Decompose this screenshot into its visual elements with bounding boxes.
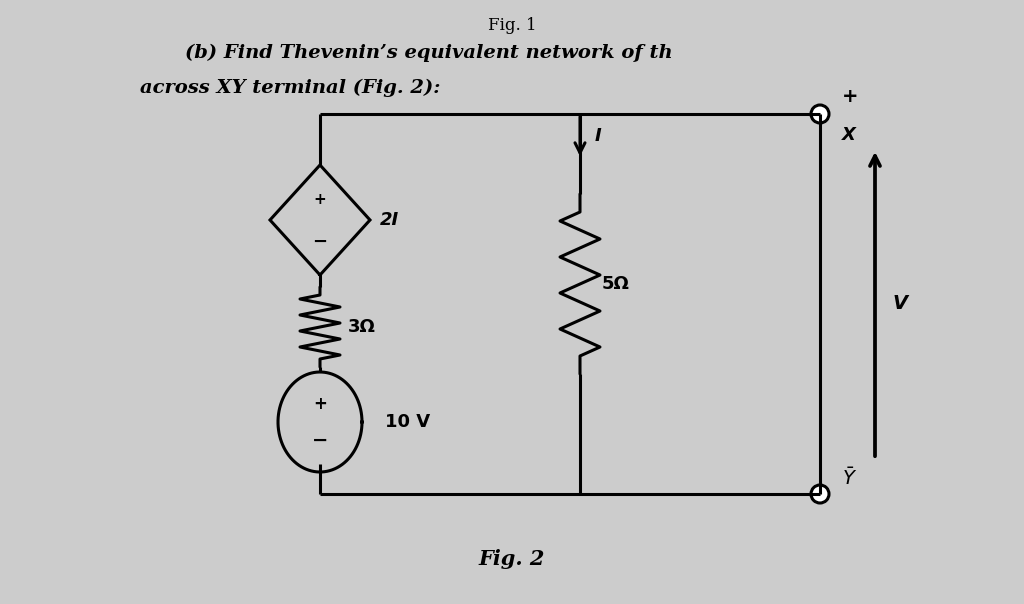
Text: $\bar{Y}$: $\bar{Y}$ [842,467,857,489]
Text: −: − [312,233,328,251]
Text: +: + [313,395,327,413]
Text: X: X [842,126,856,144]
Circle shape [811,485,829,503]
Text: 10 V: 10 V [385,413,430,431]
Text: +: + [842,87,858,106]
Text: 2I: 2I [380,211,399,229]
Text: 5Ω: 5Ω [602,275,630,293]
Text: Fig. 2: Fig. 2 [479,549,545,569]
Text: (b) Find Thevenin’s equivalent network of th: (b) Find Thevenin’s equivalent network o… [185,44,673,62]
Text: I: I [595,127,602,145]
Text: Fig. 1: Fig. 1 [487,18,537,34]
Text: −: − [312,431,328,449]
Circle shape [811,105,829,123]
Text: 3Ω: 3Ω [348,318,376,336]
Text: V: V [893,295,908,313]
Text: +: + [313,193,327,208]
Text: across XY terminal (Fig. 2):: across XY terminal (Fig. 2): [140,79,440,97]
